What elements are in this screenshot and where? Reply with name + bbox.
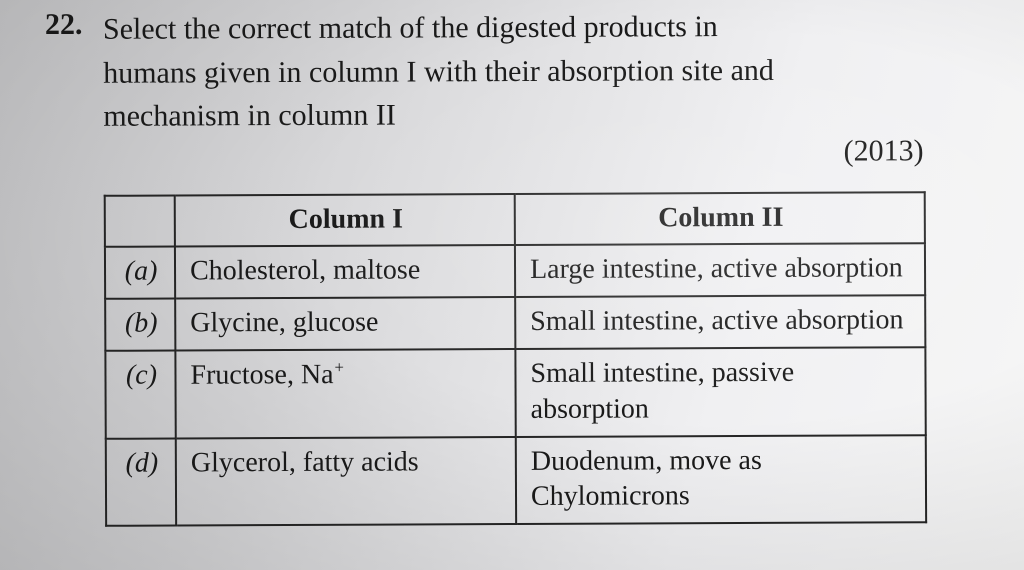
header-blank	[105, 195, 175, 247]
row-lead: (a)	[105, 247, 175, 299]
question-line-1: Select the correct match of the digested…	[103, 10, 718, 46]
question-number: 22.	[45, 8, 83, 42]
row-col2: Large intestine, active absorption	[515, 244, 925, 298]
table-header-row: Column I Column II	[105, 192, 925, 247]
row-col2: Small intestine, active absorption	[515, 295, 925, 349]
row-col1: Fructose, Na+	[175, 349, 515, 438]
match-table-wrap: Column I Column II (a) Cholesterol, malt…	[104, 191, 925, 527]
table-row: (b) Glycine, glucose Small intestine, ac…	[105, 295, 925, 350]
header-col2: Column II	[515, 192, 925, 246]
superscript-plus: +	[334, 358, 344, 377]
match-table: Column I Column II (a) Cholesterol, malt…	[104, 191, 927, 527]
row-lead: (b)	[105, 299, 175, 351]
header-col1: Column I	[175, 194, 515, 247]
row-lead: (c)	[105, 350, 175, 438]
row-col1: Cholesterol, maltose	[175, 245, 515, 298]
table-row: (d) Glycerol, fatty acids Duodenum, move…	[106, 435, 926, 526]
question-line-2: humans given in column I with their abso…	[103, 53, 774, 89]
row-col1: Glycine, glucose	[175, 297, 515, 350]
row-lead: (d)	[106, 438, 176, 526]
table-row: (c) Fructose, Na+ Small intestine, passi…	[105, 347, 925, 438]
row-col2: Small intestine, passive absorption	[515, 347, 925, 436]
table-row: (a) Cholesterol, maltose Large intestine…	[105, 244, 925, 299]
question-line-3: mechanism in column II	[103, 99, 396, 133]
question-text: Select the correct match of the digested…	[103, 4, 934, 138]
page: 22. Select the correct match of the dige…	[45, 0, 987, 527]
question-year: (2013)	[843, 134, 923, 168]
row-col2: Duodenum, move as Chylomicrons	[516, 435, 926, 524]
row-col1: Glycerol, fatty acids	[176, 437, 516, 526]
